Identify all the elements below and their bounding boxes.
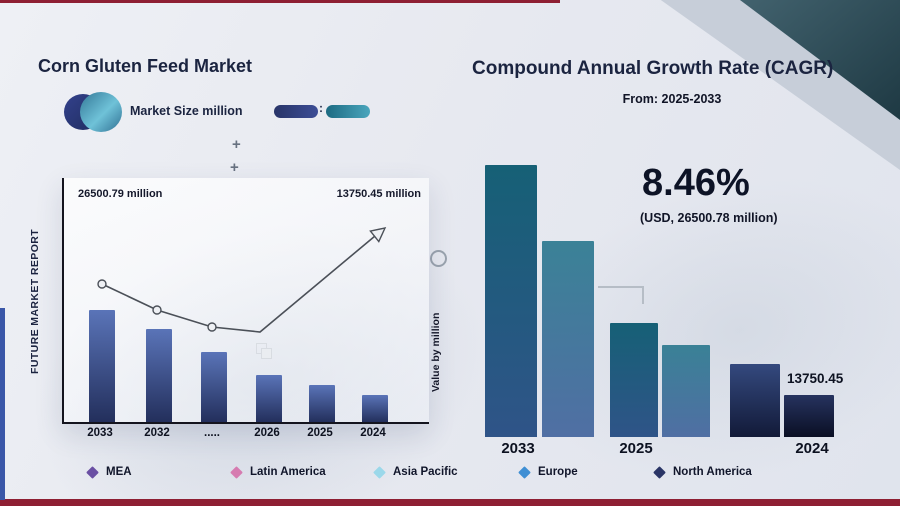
- cagr-note: (USD, 26500.78 million): [640, 211, 778, 225]
- left-accent-strip: [0, 308, 5, 500]
- market-size-label: Market Size million: [130, 104, 243, 118]
- cagr-bar-2025-2: [662, 345, 710, 437]
- market-bar-2024: [362, 395, 388, 422]
- top-accent-line: [0, 0, 560, 3]
- cagr-bar-2033-1: [485, 165, 537, 437]
- x-label-.....: .....: [204, 427, 220, 439]
- market-size-legend: Market Size million :: [64, 92, 384, 136]
- legend-label: North America: [673, 466, 752, 478]
- cagr-bar-2025-1: [610, 323, 658, 437]
- x-label-2024: 2024: [360, 427, 386, 439]
- cagr-bar-2033-2: [542, 241, 594, 437]
- value-label-2033: 26500.79 million: [78, 188, 163, 200]
- market-bars-layer: [64, 178, 429, 422]
- cagr-x-label-2024: 2024: [795, 440, 829, 457]
- market-size-disc-icon: [64, 92, 122, 132]
- cagr-title: Compound Annual Growth Rate (CAGR): [472, 58, 834, 79]
- plus-decoration: +: [232, 136, 241, 153]
- x-label-2032: 2032: [144, 427, 170, 439]
- latin-america-diamond-icon: [230, 465, 243, 479]
- market-bar-2026: [256, 375, 282, 422]
- legend-item-europe: Europe: [518, 465, 578, 479]
- plus-decoration: +: [230, 159, 239, 176]
- legend-item-asia-pacific: Asia Pacific: [373, 465, 458, 479]
- left-axis-title: FUTURE MARKET REPORT: [29, 228, 41, 374]
- circle-decoration: [430, 250, 447, 267]
- cagr-x-label-2033: 2033: [501, 440, 535, 457]
- pill-separator: :: [319, 101, 323, 115]
- legend-item-north-america: North America: [653, 465, 752, 479]
- market-bar-.....: [201, 352, 227, 422]
- legend-item-latin-america: Latin America: [230, 465, 326, 479]
- chart-value-labels: 26500.79 million 13750.45 million: [78, 188, 421, 200]
- cagr-x-label-2025: 2025: [619, 440, 653, 457]
- legend-pill-dark: [274, 105, 318, 118]
- region-legend: MEA Latin America Asia Pacific Europe North …: [0, 464, 900, 490]
- legend-label: Europe: [538, 466, 578, 478]
- mea-diamond-icon: [86, 465, 99, 479]
- step-decoration: [598, 286, 644, 304]
- legend-label: MEA: [106, 466, 132, 478]
- cagr-x-labels: 2033 2025 2024: [0, 440, 900, 460]
- europe-diamond-icon: [518, 465, 531, 479]
- cagr-bar-2024-1: [730, 364, 780, 437]
- legend-pill-teal: [326, 105, 370, 118]
- asia-pacific-diamond-icon: [373, 465, 386, 479]
- cagr-annotation: 13750.45: [787, 371, 844, 386]
- legend-label: Latin America: [250, 466, 326, 478]
- trend-line: [97, 227, 387, 333]
- disc-teal-half: [80, 92, 122, 132]
- market-bar-2033: [89, 310, 115, 422]
- x-label-2025: 2025: [307, 427, 333, 439]
- cagr-bar-2024-2: [784, 395, 834, 437]
- cagr-value: 8.46%: [642, 162, 750, 204]
- value-label-2024: 13750.45 million: [336, 188, 421, 200]
- north-america-diamond-icon: [653, 465, 666, 479]
- market-size-chart: 26500.79 million 13750.45 million: [62, 178, 429, 424]
- cagr-period: From: 2025-2033: [622, 92, 722, 106]
- bottom-accent-bar: [0, 499, 900, 506]
- value-axis-title: Value by million: [430, 312, 442, 392]
- market-bar-2025: [309, 385, 335, 422]
- page-title: Corn Gluten Feed Market: [38, 56, 253, 76]
- x-axis-labels: 2033 2032..... 2026 2025 2024: [62, 427, 427, 445]
- x-label-2033: 2033: [87, 427, 113, 439]
- x-label-2026: 2026: [254, 427, 280, 439]
- market-bar-2032: [146, 329, 172, 422]
- legend-item-mea: MEA: [86, 465, 132, 479]
- legend-label: Asia Pacific: [393, 466, 458, 478]
